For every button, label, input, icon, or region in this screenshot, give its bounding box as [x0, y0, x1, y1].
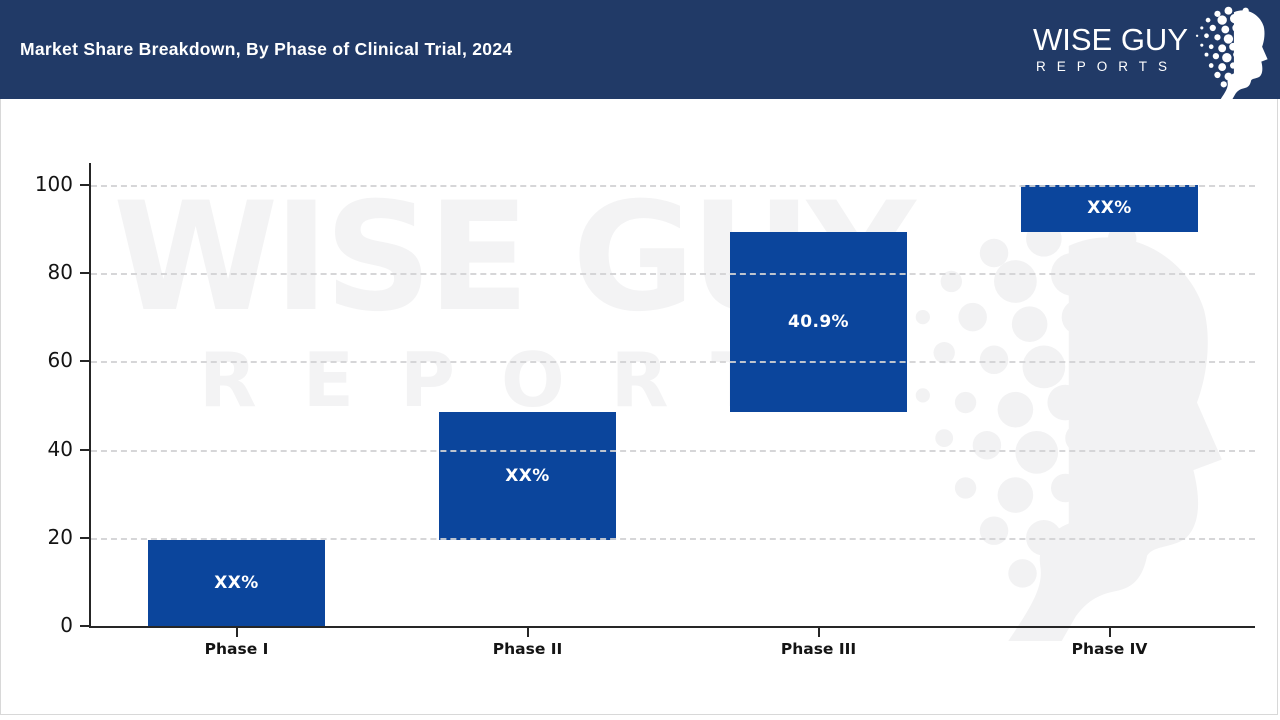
logo-subtitle: REPORTS	[1035, 59, 1178, 74]
x-axis-category-label: Phase I	[204, 640, 269, 658]
x-axis-tick-mark	[526, 628, 529, 637]
grid-line	[91, 361, 1255, 364]
x-axis-category-label: Phase II	[492, 640, 563, 658]
x-axis-tick-mark	[817, 628, 820, 637]
x-axis-tick-mark	[1108, 628, 1111, 637]
bar-phase-ii: XX%	[439, 412, 616, 540]
y-axis-tick-label: 60	[47, 348, 73, 373]
y-axis-tick-mark	[80, 360, 89, 363]
dotted-head-logo-icon	[1190, 6, 1270, 100]
grid-line	[91, 537, 1255, 540]
x-axis-category-label: Phase III	[780, 640, 857, 658]
y-axis-tick-label: 80	[47, 260, 73, 285]
bar-value-label: XX%	[214, 572, 259, 593]
wise-guy-reports-logo: WISE GUY REPORTS	[1033, 4, 1270, 100]
y-axis-tick-mark	[80, 184, 89, 187]
page-title: Market Share Breakdown, By Phase of Clin…	[20, 39, 513, 59]
y-axis-tick-label: 40	[47, 436, 73, 461]
x-axis-category-label: Phase IV	[1071, 640, 1148, 658]
header-bar: Market Share Breakdown, By Phase of Clin…	[0, 0, 1280, 99]
bar-value-label: 40.9%	[788, 311, 849, 332]
logo-wordmark: WISE GUY	[1032, 22, 1188, 57]
logo-text: WISE GUY REPORTS	[1033, 24, 1188, 74]
y-axis-tick-label: 100	[34, 172, 73, 197]
grid-line	[91, 185, 1255, 188]
bar-value-label: XX%	[505, 466, 550, 487]
y-axis-tick-mark	[80, 448, 89, 451]
grid-line	[91, 273, 1255, 276]
y-axis-tick-label: 0	[60, 613, 73, 637]
y-axis-tick-mark	[80, 536, 89, 539]
bar-value-label: XX%	[1087, 198, 1132, 219]
chart-card: WISE GUY REPORTS XX% Phase I XX% Phase II 40…	[0, 99, 1278, 715]
plot-area: XX% Phase I XX% Phase II 40.9% Phase III XX% Ph…	[35, 163, 1255, 658]
y-axis-tick-mark	[80, 625, 89, 627]
bar-phase-iv: XX%	[1021, 185, 1198, 232]
grid-line	[91, 449, 1255, 452]
bar-phase-iii: 40.9%	[730, 231, 907, 413]
bar-phase-i: XX%	[148, 540, 325, 626]
y-axis-tick-mark	[80, 272, 89, 275]
x-axis-tick-mark	[235, 628, 238, 637]
y-axis-tick-label: 20	[47, 524, 73, 549]
